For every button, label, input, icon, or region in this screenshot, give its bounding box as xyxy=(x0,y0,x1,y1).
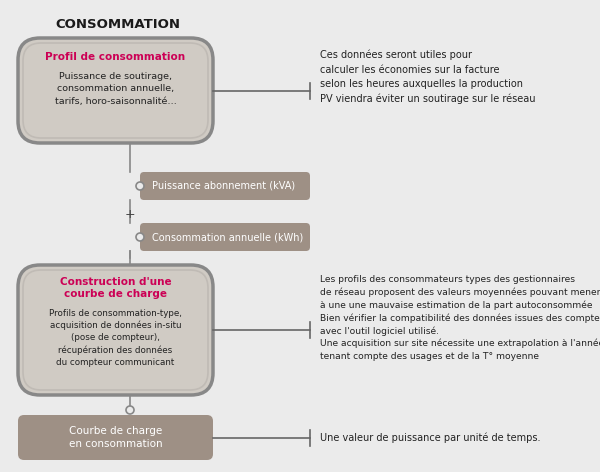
Text: Une valeur de puissance par unité de temps.: Une valeur de puissance par unité de tem… xyxy=(320,432,541,443)
FancyBboxPatch shape xyxy=(18,415,213,460)
Text: Puissance abonnement (kVA): Puissance abonnement (kVA) xyxy=(152,181,295,191)
Text: Les profils des consommateurs types des gestionnaires
de réseau proposent des va: Les profils des consommateurs types des … xyxy=(320,275,600,361)
FancyBboxPatch shape xyxy=(18,38,213,143)
Circle shape xyxy=(126,406,134,414)
Circle shape xyxy=(136,233,144,241)
Text: +: + xyxy=(125,209,136,221)
Text: Construction d'une
courbe de charge: Construction d'une courbe de charge xyxy=(59,277,172,299)
Text: Puissance de soutirage,
consommation annuelle,
tarifs, horo-saisonnalité…: Puissance de soutirage, consommation ann… xyxy=(55,72,176,106)
Text: Profils de consommation-type,
acquisition de données in-situ
(pose de compteur),: Profils de consommation-type, acquisitio… xyxy=(49,309,182,367)
Text: Consommation annuelle (kWh): Consommation annuelle (kWh) xyxy=(152,232,303,242)
Circle shape xyxy=(136,182,144,190)
Text: Ces données seront utiles pour
calculer les économies sur la facture
selon les h: Ces données seront utiles pour calculer … xyxy=(320,50,536,104)
Text: CONSOMMATION: CONSOMMATION xyxy=(55,18,180,31)
FancyBboxPatch shape xyxy=(140,223,310,251)
Text: Courbe de charge
en consommation: Courbe de charge en consommation xyxy=(68,426,163,449)
FancyBboxPatch shape xyxy=(18,265,213,395)
Text: Profil de consommation: Profil de consommation xyxy=(46,52,185,62)
FancyBboxPatch shape xyxy=(140,172,310,200)
